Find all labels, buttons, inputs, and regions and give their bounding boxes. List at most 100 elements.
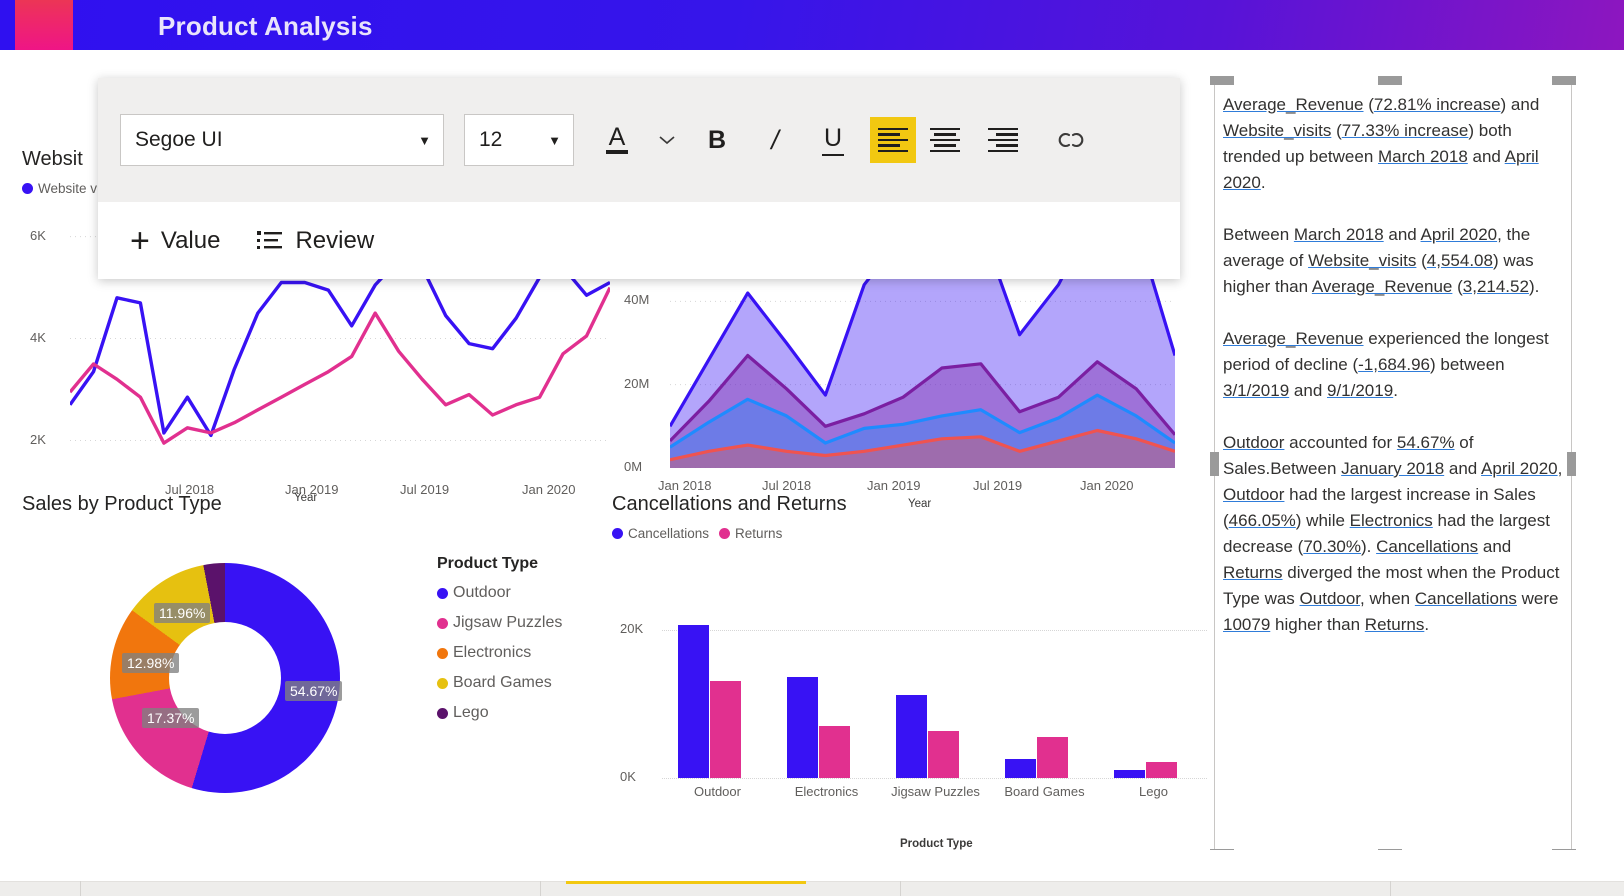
- bold-button[interactable]: B: [688, 111, 746, 169]
- narrative-paragraph: Outdoor accounted for 54.67% of Sales.Be…: [1223, 430, 1568, 638]
- narrative-dynamic-value[interactable]: 70.30%: [1303, 537, 1361, 556]
- narrative-dynamic-value[interactable]: Electronics: [1349, 511, 1433, 530]
- narrative-dynamic-value[interactable]: 466.05%: [1228, 511, 1296, 530]
- bar-cancellations[interactable]: [787, 676, 818, 778]
- visual-cancellations-returns[interactable]: Cancellations and Returns Cancellations …: [612, 493, 1207, 873]
- narrative-dynamic-value[interactable]: Returns: [1223, 563, 1283, 582]
- resize-handle-middle-left[interactable]: [1210, 452, 1219, 476]
- narrative-dynamic-value[interactable]: January 2018: [1341, 459, 1445, 478]
- narrative-dynamic-value[interactable]: Website_visits: [1223, 121, 1332, 140]
- color-swatch-icon: [606, 150, 628, 155]
- align-left-button[interactable]: [870, 117, 916, 163]
- visual-sales-by-product-type[interactable]: Sales by Product Type 54.67% 17.37% 12.98%…: [22, 493, 612, 843]
- narrative-dynamic-value[interactable]: 3,214.52: [1462, 277, 1529, 296]
- review-button[interactable]: Review: [246, 223, 384, 259]
- smart-narrative-visual[interactable]: Average_Revenue (72.81% increase) and We…: [1210, 76, 1576, 858]
- legend-item-lego[interactable]: Lego: [437, 704, 562, 722]
- narrative-dynamic-value[interactable]: Website_visits: [1308, 251, 1417, 270]
- bar-returns[interactable]: [710, 681, 741, 778]
- narrative-dynamic-value[interactable]: April 2020: [1223, 147, 1539, 192]
- resize-handle-middle-right[interactable]: [1567, 452, 1576, 476]
- narrative-static-text: , when: [1360, 589, 1415, 608]
- narrative-dynamic-value[interactable]: -1,684.96: [1358, 355, 1430, 374]
- footer-divider: [900, 881, 901, 896]
- resize-handle-top-center[interactable]: [1378, 76, 1402, 85]
- bar-group[interactable]: [678, 608, 741, 778]
- narrative-dynamic-value[interactable]: 77.33% increase: [1341, 121, 1469, 140]
- narrative-dynamic-value[interactable]: Outdoor: [1299, 589, 1361, 608]
- align-right-button[interactable]: [974, 111, 1032, 169]
- text-formatting-toolbar[interactable]: Segoe UI ▼ 12 ▼ A B: [98, 78, 1180, 279]
- bar-cancellations[interactable]: [678, 625, 709, 778]
- narrative-dynamic-value[interactable]: Cancellations: [1376, 537, 1479, 556]
- legend-label: Cancellations: [628, 526, 710, 541]
- narrative-dynamic-value[interactable]: Outdoor: [1223, 485, 1285, 504]
- narrative-static-text: (: [1331, 121, 1342, 140]
- narrative-dynamic-value[interactable]: Average_Revenue: [1311, 277, 1453, 296]
- legend-item-jigsaw-puzzles[interactable]: Jigsaw Puzzles: [437, 614, 562, 632]
- underline-button[interactable]: U: [804, 111, 862, 169]
- narrative-static-text: ).: [1528, 277, 1540, 296]
- align-center-button[interactable]: [916, 111, 974, 169]
- bar-group[interactable]: [896, 608, 959, 778]
- font-family-dropdown[interactable]: Segoe UI ▼: [120, 114, 444, 166]
- legend-item-board-games[interactable]: Board Games: [437, 674, 562, 692]
- area-series-jigsaw-puzzles: [670, 355, 1175, 468]
- bar-returns[interactable]: [819, 726, 850, 778]
- narrative-dynamic-value[interactable]: 9/1/2019: [1327, 381, 1394, 400]
- legend-label: Board Games: [453, 674, 552, 691]
- narrative-dynamic-value[interactable]: March 2018: [1293, 225, 1384, 244]
- font-color-button[interactable]: A: [588, 111, 646, 169]
- legend-item-electronics[interactable]: Electronics: [437, 644, 562, 662]
- narrative-dynamic-value[interactable]: March 2018: [1378, 147, 1468, 166]
- font-color-dropdown[interactable]: [646, 111, 688, 169]
- bar-cancellations[interactable]: [1005, 758, 1036, 778]
- legend-item[interactable]: Website v: [22, 181, 97, 196]
- bar-group[interactable]: [1005, 608, 1068, 778]
- legend-swatch-icon: [437, 617, 448, 629]
- narrative-static-text: .: [1260, 173, 1266, 192]
- narrative-static-text: , the average of: [1223, 225, 1531, 270]
- font-size-dropdown[interactable]: 12 ▼: [464, 114, 574, 166]
- page-title: Product Analysis: [158, 11, 373, 41]
- resize-handle-top-right[interactable]: [1552, 76, 1576, 85]
- narrative-dynamic-value[interactable]: Cancellations: [1414, 589, 1517, 608]
- italic-button[interactable]: /: [746, 111, 804, 169]
- narrative-dynamic-value[interactable]: Returns: [1364, 615, 1425, 634]
- bar-cancellations[interactable]: [896, 695, 927, 778]
- narrative-text[interactable]: Average_Revenue (72.81% increase) and We…: [1223, 92, 1568, 664]
- legend-item[interactable]: Returns: [719, 526, 782, 541]
- footer-divider: [80, 881, 81, 896]
- narrative-static-text: accounted for: [1284, 433, 1397, 452]
- legend-label: Lego: [453, 704, 489, 721]
- bar-returns[interactable]: [928, 730, 959, 778]
- bar-returns[interactable]: [1037, 736, 1068, 778]
- legend-item[interactable]: Cancellations: [612, 526, 709, 541]
- bar-returns[interactable]: [1146, 762, 1177, 778]
- narrative-dynamic-value[interactable]: Average_Revenue: [1223, 329, 1364, 348]
- narrative-dynamic-value[interactable]: Outdoor: [1223, 433, 1285, 452]
- bar-cancellations[interactable]: [1114, 769, 1145, 778]
- bar-group[interactable]: [787, 608, 850, 778]
- narrative-static-text: .: [1424, 615, 1430, 634]
- bar-group[interactable]: [1114, 608, 1177, 778]
- narrative-dynamic-value[interactable]: 3/1/2019: [1223, 381, 1290, 400]
- insert-link-button[interactable]: [1042, 111, 1100, 169]
- narrative-dynamic-value[interactable]: 4,554.08: [1426, 251, 1493, 270]
- narrative-static-text: ) between: [1429, 355, 1505, 374]
- bar-plot-area: 0K 20K Outdoor Electronics Jigsaw Puzzles Bo…: [620, 608, 1207, 799]
- narrative-static-text: Between: [1223, 225, 1294, 244]
- y-axis-tick-label: 0M: [624, 459, 643, 474]
- narrative-dynamic-value[interactable]: 54.67%: [1396, 433, 1455, 452]
- resize-handle-top-left[interactable]: [1210, 76, 1234, 85]
- x-axis-tick-label: Jul 2019: [973, 478, 1023, 493]
- narrative-dynamic-value[interactable]: Average_Revenue: [1223, 95, 1364, 114]
- active-page-tab-indicator: [566, 881, 806, 884]
- x-axis-tick-label: Jul 2018: [762, 478, 812, 493]
- legend-item-outdoor[interactable]: Outdoor: [437, 584, 562, 602]
- narrative-dynamic-value[interactable]: 10079: [1223, 615, 1271, 634]
- narrative-dynamic-value[interactable]: April 2020: [1420, 225, 1498, 244]
- narrative-dynamic-value[interactable]: April 2020: [1481, 459, 1558, 478]
- narrative-dynamic-value[interactable]: 72.81% increase: [1373, 95, 1501, 114]
- add-value-button[interactable]: + Value: [120, 220, 230, 262]
